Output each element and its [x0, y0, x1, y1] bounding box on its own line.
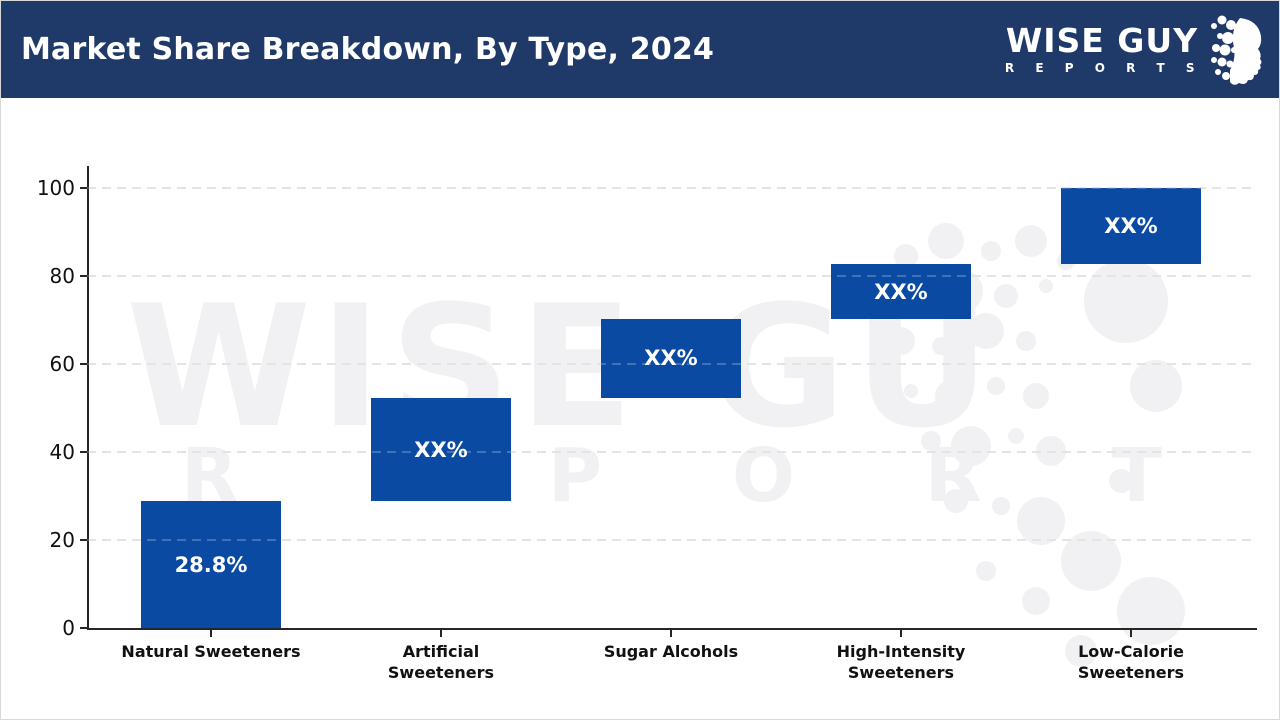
category-label: Natural Sweeteners	[121, 642, 301, 661]
y-gridline-overlay	[87, 275, 1257, 277]
y-tick	[80, 627, 87, 629]
y-tick	[80, 275, 87, 277]
y-tick	[80, 539, 87, 541]
x-tick	[670, 630, 672, 637]
y-gridline-overlay	[87, 363, 1257, 365]
x-tick	[1130, 630, 1132, 637]
y-tick-label: 80	[49, 264, 75, 288]
y-gridline-overlay	[87, 451, 1257, 453]
logo-wordmark: WISE GUY	[1005, 21, 1199, 60]
bar-value-label: XX%	[1104, 214, 1158, 239]
bar-value-label: 28.8%	[174, 552, 248, 577]
page-title: Market Share Breakdown, By Type, 2024	[21, 32, 715, 67]
y-tick-label: 20	[49, 528, 75, 552]
logo-subtitle: R E P O R T S	[1004, 61, 1203, 75]
y-gridline-overlay	[87, 539, 1257, 541]
y-tick	[80, 363, 87, 365]
bar-4: XX%	[831, 264, 971, 320]
category-label: Artificial Sweeteners	[387, 642, 495, 682]
y-gridline	[87, 539, 1257, 541]
header-band: Market Share Breakdown, By Type, 2024 WI…	[1, 1, 1279, 98]
x-axis-line	[87, 628, 1257, 630]
bar-value-label: XX%	[414, 437, 468, 462]
category-label: Sugar Alcohols	[603, 642, 739, 661]
y-tick	[80, 187, 87, 189]
x-tick	[210, 630, 212, 637]
y-axis-line	[87, 166, 89, 630]
dotted-head-logo-icon	[1211, 15, 1262, 85]
bar-value-label: XX%	[874, 279, 928, 304]
bar-5: XX%	[1061, 188, 1201, 265]
logo-text: WISE GUY R E P O R T S	[1001, 21, 1203, 76]
y-gridline	[87, 187, 1257, 189]
y-tick-label: 0	[62, 616, 75, 640]
x-tick	[440, 630, 442, 637]
y-tick-label: 60	[49, 352, 75, 376]
bar-3: XX%	[601, 319, 741, 398]
bar-value-label: XX%	[644, 346, 698, 371]
x-tick	[900, 630, 902, 637]
y-tick	[80, 451, 87, 453]
y-gridline-overlay	[87, 187, 1257, 189]
wise-guy-reports-logo: WISE GUY R E P O R T S	[1001, 10, 1267, 90]
y-gridline	[87, 275, 1257, 277]
category-label: Low-Calorie Sweeteners	[1077, 642, 1185, 682]
bar-1: 28.8%	[141, 501, 281, 628]
y-tick-label: 100	[36, 176, 75, 200]
bar-2: XX%	[371, 397, 511, 502]
category-label: High-Intensity Sweeteners	[836, 642, 966, 682]
watermark-subtitle: R E P O R T S	[181, 433, 1280, 519]
y-tick-label: 40	[49, 440, 75, 464]
y-gridline	[87, 451, 1257, 453]
